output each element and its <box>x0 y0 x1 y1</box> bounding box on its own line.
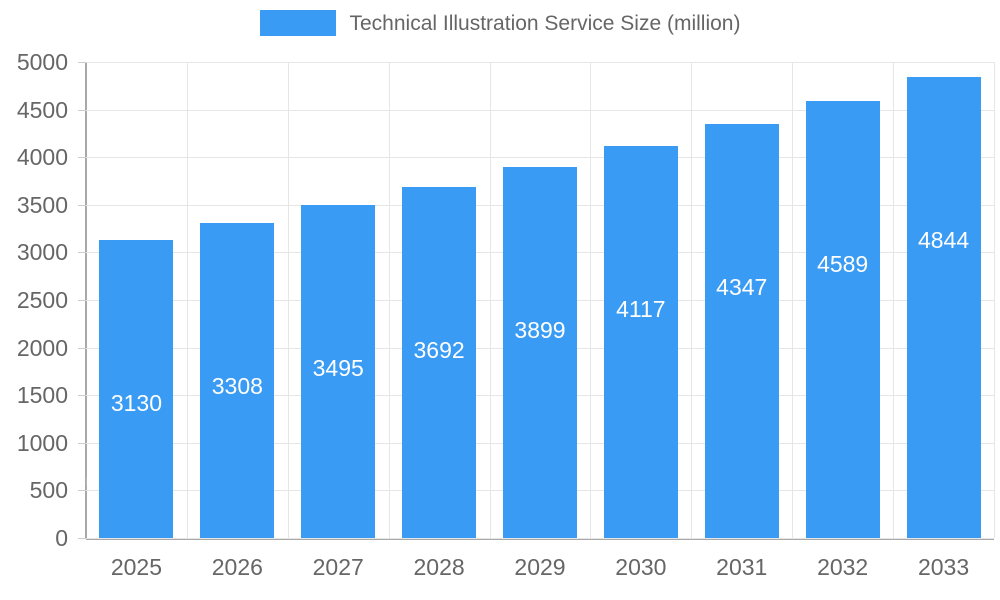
y-axis-tick-label: 3000 <box>16 239 68 266</box>
bar[interactable] <box>402 186 477 538</box>
y-axis-tick-label: 1000 <box>16 429 68 456</box>
x-axis-tick-label: 2031 <box>716 554 768 580</box>
bar[interactable] <box>704 124 779 538</box>
legend-color-swatch-icon <box>259 10 336 36</box>
y-axis-tick-mark <box>78 109 86 111</box>
bar-value-label: 4347 <box>716 274 768 301</box>
bar[interactable] <box>200 223 275 538</box>
gridline-vertical <box>893 62 894 538</box>
gridline-vertical <box>389 62 390 538</box>
y-axis-tick-mark <box>78 347 86 349</box>
y-axis-tick-label: 3500 <box>16 191 68 218</box>
gridline-vertical <box>490 62 491 538</box>
x-axis-tick-label: 2026 <box>211 554 263 580</box>
legend-label: Technical Illustration Service Size (mil… <box>349 11 741 35</box>
bar-value-label: 4844 <box>917 226 970 253</box>
y-axis-tick-mark <box>78 204 86 206</box>
bar[interactable] <box>805 101 880 538</box>
y-axis-tick-label: 2500 <box>16 287 68 313</box>
y-axis-tick-label: 4500 <box>16 96 68 123</box>
gridline-vertical <box>288 62 289 538</box>
bar[interactable] <box>906 76 981 538</box>
y-axis-tick-label: 5000 <box>16 49 68 75</box>
x-axis-tick-label: 2033 <box>917 554 970 580</box>
bar-value-label: 4117 <box>616 296 666 323</box>
bar[interactable] <box>603 146 678 538</box>
x-axis-tick-label: 2030 <box>615 554 667 580</box>
x-axis-tick-label: 2025 <box>110 554 163 580</box>
gridline-vertical <box>994 62 995 538</box>
y-axis-tick-mark <box>78 252 86 254</box>
bar[interactable] <box>99 240 174 538</box>
y-axis-tick-label: 500 <box>29 477 68 504</box>
y-axis-tick-mark <box>78 300 86 301</box>
x-axis-line <box>86 538 994 540</box>
x-axis-tick-label: 2029 <box>514 554 566 580</box>
gridline-vertical <box>187 62 188 538</box>
x-axis-tick-label: 2027 <box>312 554 364 580</box>
y-axis-tick-label: 1500 <box>16 382 68 409</box>
x-axis-tick-label: 2028 <box>413 554 465 580</box>
y-axis-tick-mark <box>78 442 86 444</box>
y-axis-tick-mark <box>78 395 86 397</box>
gridline-vertical <box>792 62 793 538</box>
plot-area: 3130 3308 3495 3692 3899 4117 4347 4589 4844 <box>78 62 995 539</box>
bar[interactable] <box>503 166 577 538</box>
y-axis-tick-mark <box>78 538 86 539</box>
gridline-horizontal <box>86 157 994 159</box>
gridline-horizontal <box>86 538 994 539</box>
x-axis-tick-mark <box>86 477 87 486</box>
y-axis-tick-label: 4000 <box>16 144 68 171</box>
gridline-vertical <box>691 62 692 538</box>
bar-value-label: 3899 <box>514 316 566 343</box>
y-axis-tick-mark <box>78 62 86 63</box>
y-axis-tick-mark <box>78 490 86 492</box>
bar-value-label: 3692 <box>413 336 465 363</box>
bar[interactable] <box>301 205 376 538</box>
bar-value-label: 3308 <box>211 373 263 400</box>
y-axis-tick-label: 2000 <box>16 334 68 361</box>
gridline-vertical <box>590 62 591 538</box>
x-axis-tick-label: 2032 <box>817 554 869 580</box>
gridline-horizontal <box>86 109 994 111</box>
y-axis-tick-mark <box>78 157 86 159</box>
bar-value-label: 4589 <box>817 251 869 278</box>
chart-legend: Technical Illustration Service Size (mil… <box>0 0 1000 46</box>
gridline-horizontal <box>86 62 994 63</box>
legend-item-technical-illustration-service-size[interactable]: Technical Illustration Service Size (mil… <box>259 10 741 36</box>
y-axis-tick-label: 0 <box>55 525 68 551</box>
bar-value-label: 3130 <box>110 390 163 417</box>
bar-value-label: 3495 <box>312 355 364 382</box>
